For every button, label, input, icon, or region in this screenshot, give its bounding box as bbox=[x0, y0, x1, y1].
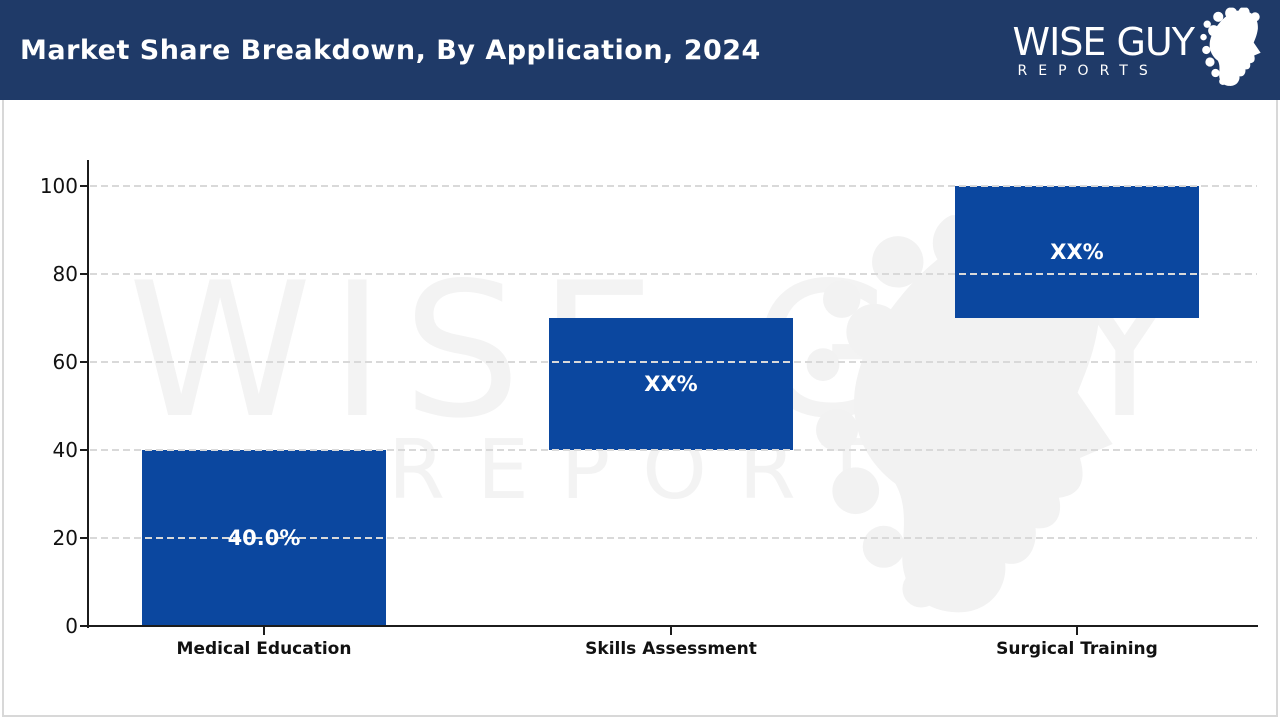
x-category-label: Surgical Training bbox=[996, 639, 1158, 659]
logo-text: WISE GUY REPORTS bbox=[1012, 19, 1195, 79]
x-category-label: Skills Assessment bbox=[585, 639, 757, 659]
bar-value-label: XX% bbox=[1050, 240, 1104, 264]
y-tick-label: 40 bbox=[52, 438, 78, 462]
y-tick-0 bbox=[80, 625, 88, 627]
y-tick-100 bbox=[80, 185, 88, 187]
bar-value-label: XX% bbox=[644, 372, 698, 396]
y-tick-label: 80 bbox=[52, 262, 78, 286]
x-tick-1 bbox=[670, 627, 672, 635]
y-tick-80 bbox=[80, 273, 88, 275]
gridline-40 bbox=[90, 449, 1257, 451]
gridline-100 bbox=[90, 185, 1257, 187]
y-tick-60 bbox=[80, 361, 88, 363]
y-tick-label: 60 bbox=[52, 350, 78, 374]
logo-wordmark: WISE GUY bbox=[1012, 19, 1195, 64]
y-axis-line bbox=[87, 160, 89, 628]
logo-head-icon bbox=[1198, 7, 1268, 93]
x-tick-0 bbox=[263, 627, 265, 635]
y-tick-label: 0 bbox=[65, 614, 78, 638]
page-title: Market Share Breakdown, By Application, … bbox=[20, 34, 761, 66]
gridline-80 bbox=[90, 273, 1257, 275]
y-tick-40 bbox=[80, 449, 88, 451]
bar-1 bbox=[549, 318, 793, 450]
bar-value-label: 40.0% bbox=[227, 526, 301, 550]
x-category-label: Medical Education bbox=[176, 639, 352, 659]
gridline-60 bbox=[90, 361, 1257, 363]
wise-guy-logo: WISE GUY REPORTS bbox=[1013, 7, 1280, 93]
logo-subtitle: REPORTS bbox=[1017, 62, 1159, 79]
x-axis-line bbox=[87, 625, 1258, 627]
x-tick-2 bbox=[1076, 627, 1078, 635]
y-tick-20 bbox=[80, 537, 88, 539]
header-bar: Market Share Breakdown, By Application, … bbox=[0, 0, 1280, 100]
y-tick-label: 20 bbox=[52, 526, 78, 550]
y-tick-label: 100 bbox=[39, 174, 78, 198]
gridline-20 bbox=[90, 537, 1257, 539]
